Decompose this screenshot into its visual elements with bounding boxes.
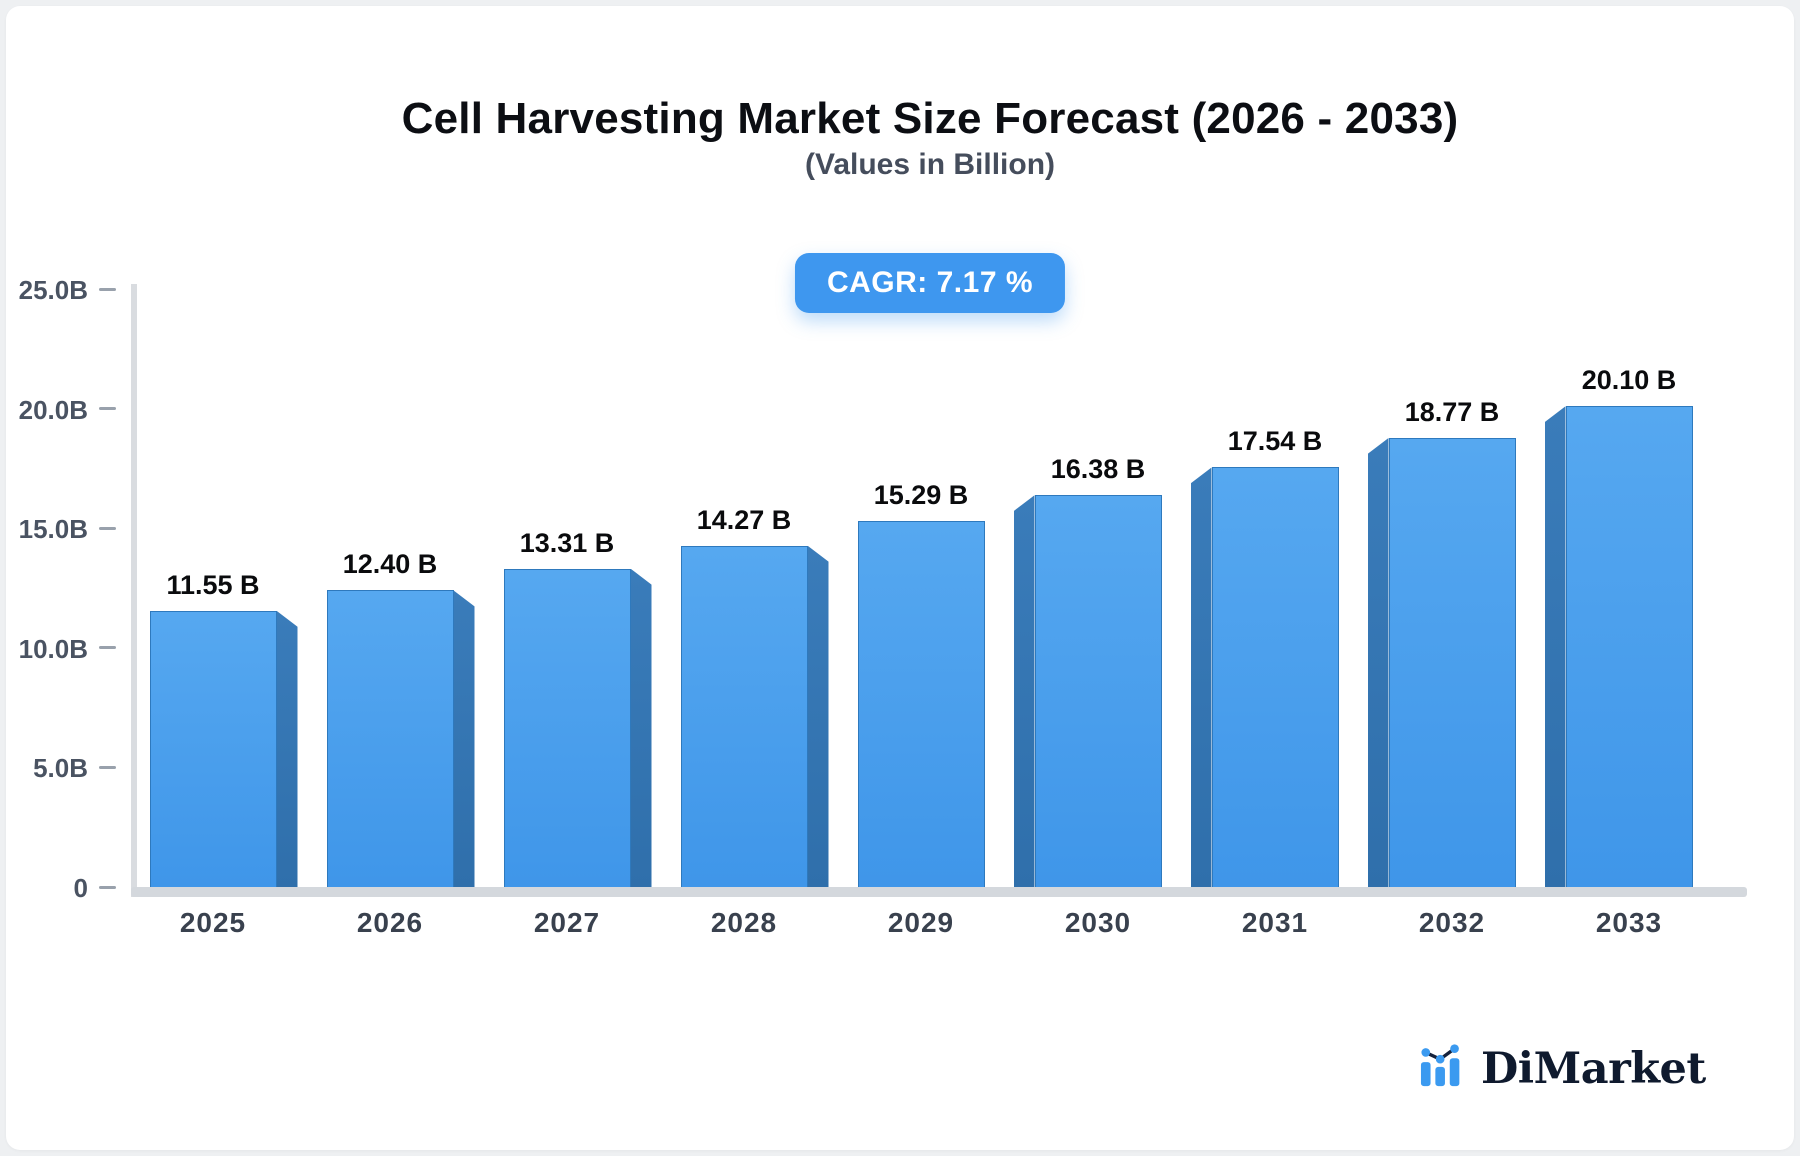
x-axis-label: 2031 (1241, 907, 1309, 938)
bar-2030 (1034, 495, 1162, 887)
y-axis-tick-label: 15.0B (18, 514, 88, 545)
bar-2025 (149, 610, 277, 887)
mini-bar-line-chart-icon (1420, 1044, 1460, 1087)
bar-2032 (1388, 438, 1516, 887)
bar-value-label: 13.31 B (519, 527, 615, 558)
x-axis-label: 2027 (533, 907, 601, 938)
dimarket-logo-text: DiMarket (1481, 1044, 1706, 1094)
bar-2028 (680, 545, 808, 887)
y-axis-tick (99, 407, 116, 411)
y-axis-tick-label: 10.0B (18, 633, 88, 664)
x-axis-label: 2033 (1595, 907, 1663, 938)
y-axis-tick-label: 20.0B (18, 394, 88, 425)
bar-3d-side (1013, 495, 1035, 887)
y-axis-tick-label: 0 (73, 873, 88, 903)
bar-value-label: 16.38 B (1050, 454, 1146, 485)
x-axis-label: 2029 (887, 907, 955, 938)
y-axis-tick (99, 646, 116, 650)
x-axis-label: 2026 (356, 907, 424, 938)
bar-3d-side (1544, 406, 1566, 887)
cagr-badge: CAGR: 7.17 % (794, 253, 1066, 313)
y-axis-tick (99, 287, 116, 291)
x-axis-label: 2028 (710, 907, 778, 938)
bar-2027 (503, 568, 631, 887)
bar-3d-side (453, 590, 475, 887)
bar-value-label: 15.29 B (873, 480, 969, 511)
chart-subtitle: (Values in Billion) (804, 148, 1056, 181)
bar-3d-side (1190, 467, 1212, 887)
bar-value-label: 18.77 B (1404, 397, 1500, 428)
dimarket-logo: DiMarket (1420, 1040, 1706, 1094)
bar-3d-side (1367, 438, 1389, 887)
y-axis-tick (99, 885, 116, 889)
bar-3d-side (276, 610, 298, 887)
x-axis-baseline (131, 887, 1747, 897)
bar-2031 (1211, 467, 1339, 887)
bar-value-label: 14.27 B (696, 504, 792, 535)
bar-value-label: 17.54 B (1227, 426, 1323, 457)
y-axis-tick (99, 765, 116, 769)
y-axis-tick-label: 25.0B (18, 275, 88, 305)
bar-2033 (1565, 406, 1693, 887)
x-axis-label: 2030 (1064, 907, 1132, 938)
bar-value-label: 11.55 B (166, 569, 260, 600)
chart-title: Cell Harvesting Market Size Forecast (20… (401, 94, 1459, 143)
bar-2029 (857, 521, 985, 887)
x-axis-label: 2025 (179, 907, 247, 938)
bar-3d-side (630, 568, 652, 887)
y-axis-tick (99, 526, 116, 530)
y-axis-line (131, 284, 137, 897)
bar-value-label: 20.10 B (1581, 365, 1677, 396)
bar-3d-side (807, 545, 829, 887)
bar-value-label: 12.40 B (342, 549, 438, 580)
bar-2026 (326, 590, 454, 887)
x-axis-label: 2032 (1418, 907, 1486, 938)
y-axis-tick-label: 5.0B (33, 753, 88, 784)
